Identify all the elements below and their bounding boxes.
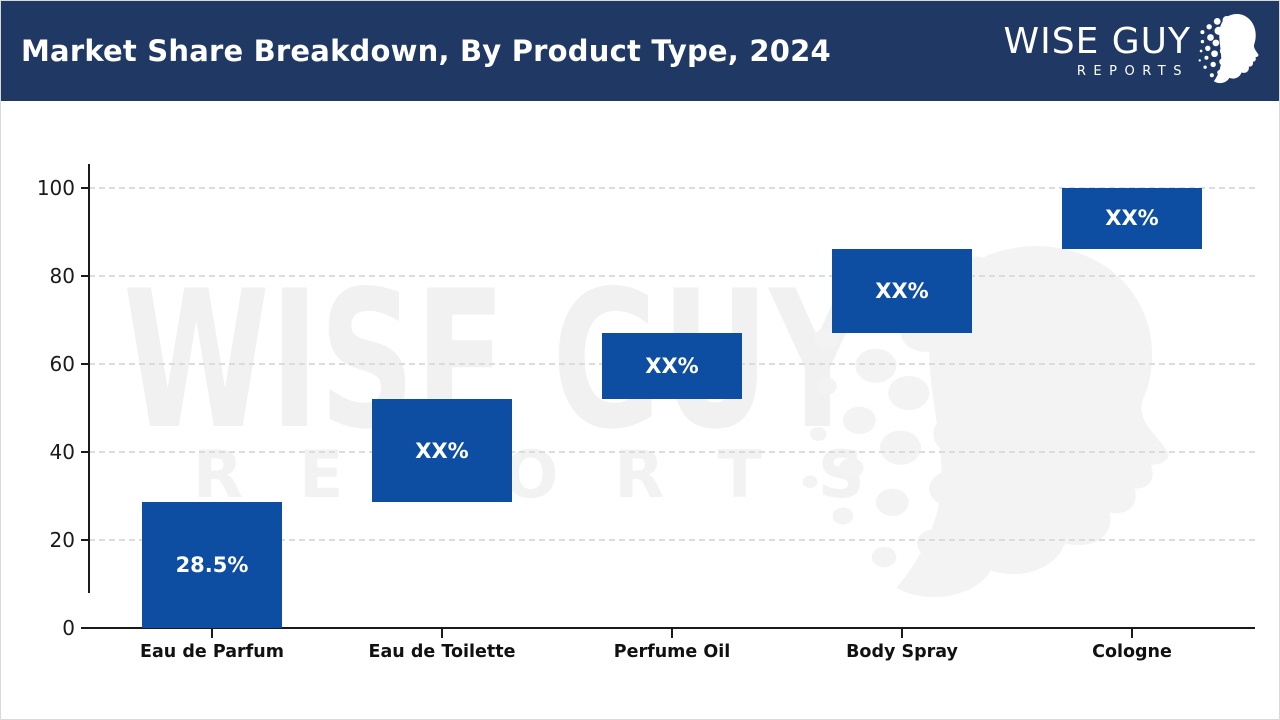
bar-eau-de-parfum: 28.5% xyxy=(142,502,282,628)
chart-title: Market Share Breakdown, By Product Type,… xyxy=(21,34,831,68)
x-category-label-4: Cologne xyxy=(1092,642,1172,662)
bar-cologne: XX% xyxy=(1062,187,1202,250)
watermark-reports-text: REPORTS xyxy=(193,438,921,513)
bar-value-label: XX% xyxy=(645,353,699,378)
x-category-label-0: Eau de Parfum xyxy=(140,642,284,662)
bar-body-spray: XX% xyxy=(832,249,972,333)
y-tick-mark-0 xyxy=(81,627,88,629)
x-tick-mark xyxy=(901,629,903,638)
logo-text: WISE GUY REPORTS xyxy=(1003,21,1192,79)
header-bar: Market Share Breakdown, By Product Type,… xyxy=(1,1,1279,101)
bar-value-label: XX% xyxy=(875,279,929,303)
y-tick-label-40: 40 xyxy=(49,439,75,464)
x-category-label-2: Perfume Oil xyxy=(613,642,731,662)
x-axis-spine xyxy=(88,627,1255,629)
gridline-20 xyxy=(89,538,1255,541)
wiseguy-head-icon xyxy=(1198,13,1259,84)
gridline-40 xyxy=(89,450,1255,453)
x-category-label-1: Eau de Toilette xyxy=(368,642,516,662)
y-axis-spine xyxy=(88,164,90,593)
logo-reports-text: REPORTS xyxy=(1076,64,1189,79)
wiseguy-logo: WISE GUY REPORTS xyxy=(1004,10,1268,92)
y-tick-label-100: 100 xyxy=(36,175,75,200)
y-tick-mark-60 xyxy=(81,362,88,365)
y-tick-label-0: 0 xyxy=(62,616,75,640)
x-tick-mark xyxy=(671,629,673,638)
x-tick-mark xyxy=(211,629,213,638)
y-tick-mark-40 xyxy=(81,450,88,453)
bar-value-label: 28.5% xyxy=(175,553,249,578)
bar-eau-de-toilette: XX% xyxy=(372,398,512,503)
y-tick-label-80: 80 xyxy=(49,263,75,288)
bar-value-label: XX% xyxy=(1105,206,1159,231)
x-tick-mark xyxy=(1131,629,1133,638)
y-tick-label-20: 20 xyxy=(49,527,75,552)
y-tick-mark-100 xyxy=(81,186,88,189)
y-tick-label-60: 60 xyxy=(49,351,75,376)
y-tick-mark-80 xyxy=(81,274,88,277)
bar-perfume-oil: XX% xyxy=(602,332,742,399)
x-tick-mark xyxy=(441,629,443,638)
logo-wiseguy-text: WISE GUY xyxy=(1003,21,1191,62)
y-tick-mark-20 xyxy=(81,538,88,541)
gridline-80 xyxy=(89,274,1255,277)
x-category-label-3: Body Spray xyxy=(846,642,958,662)
gridline-100 xyxy=(89,186,1255,189)
chart-area: WISE GUY REPORTS 0 20 40 60 80 100 Eau de Parf… xyxy=(1,101,1279,717)
bar-value-label: XX% xyxy=(415,438,469,463)
